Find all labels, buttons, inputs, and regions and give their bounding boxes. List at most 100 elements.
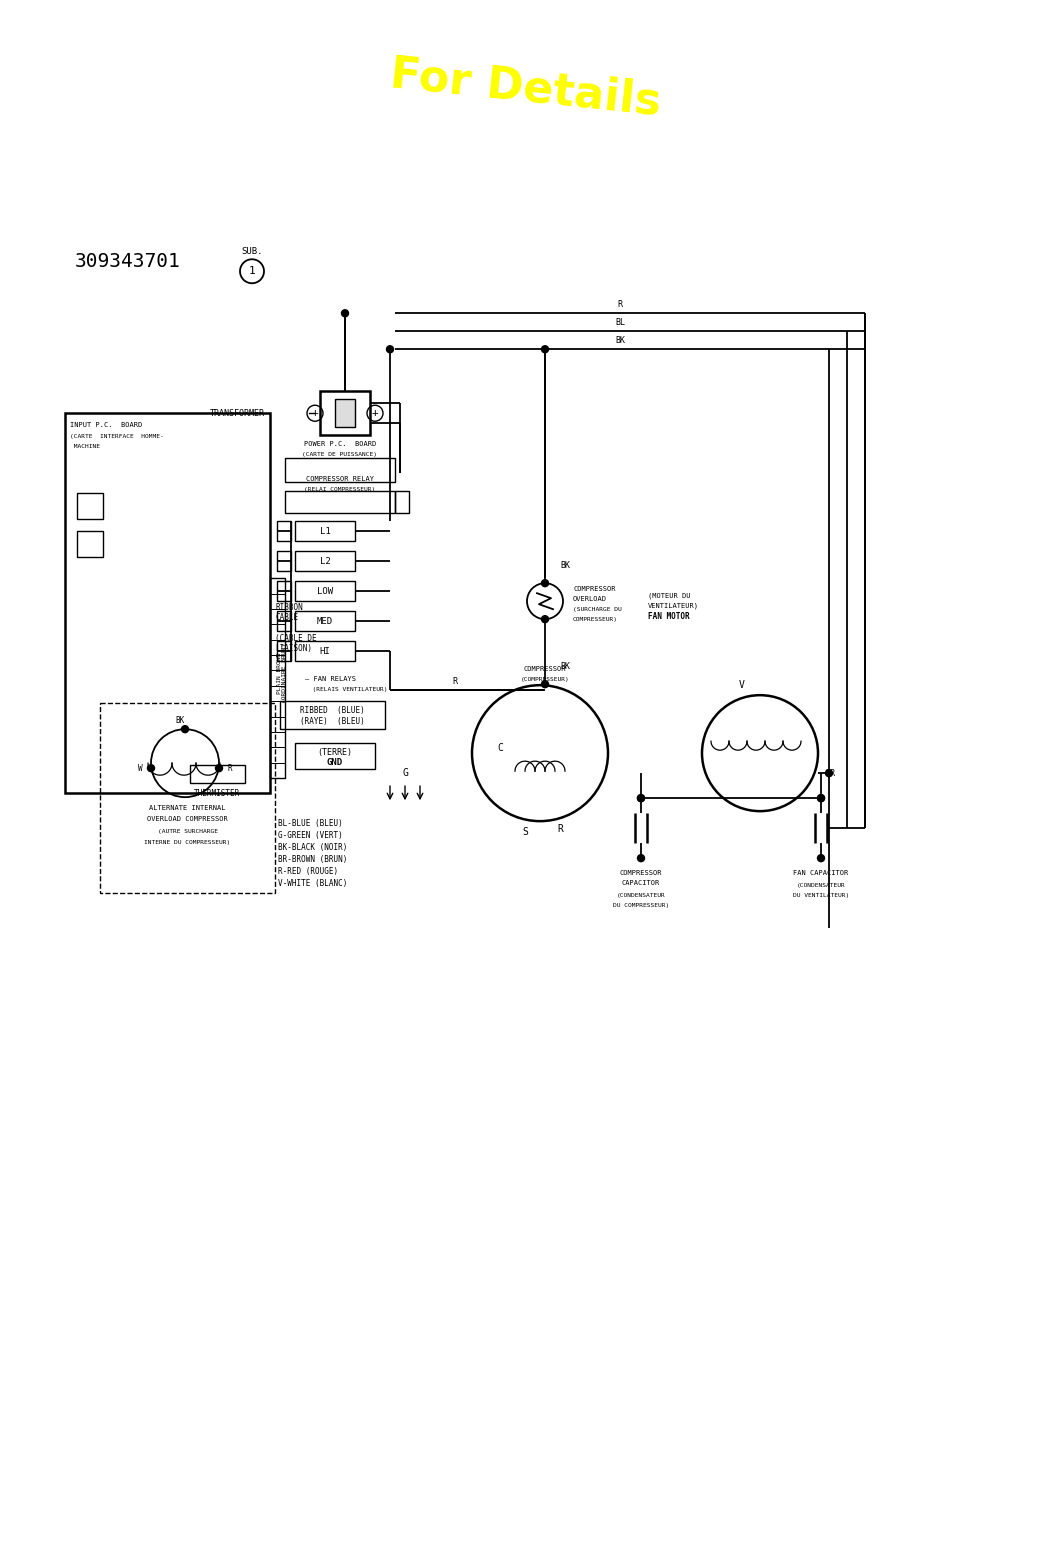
Text: R: R <box>558 824 563 833</box>
Text: V-WHITE (BLANC): V-WHITE (BLANC) <box>278 878 347 888</box>
Text: (CARTE  INTERFACE  HOMME-: (CARTE INTERFACE HOMME- <box>70 433 164 439</box>
Text: (SURCHARGE DU: (SURCHARGE DU <box>573 607 622 611</box>
Text: THERMISTER: THERMISTER <box>194 788 240 798</box>
Bar <box>295 611 355 632</box>
Text: COMPRESSEUR): COMPRESSEUR) <box>573 616 618 622</box>
Circle shape <box>216 765 223 771</box>
Bar <box>277 521 291 542</box>
Bar <box>394 492 409 514</box>
Circle shape <box>542 616 548 622</box>
Text: (RELAIS VENTILATEUR): (RELAIS VENTILATEUR) <box>305 686 387 692</box>
Bar <box>65 413 270 793</box>
Circle shape <box>638 795 645 802</box>
Bar <box>277 611 291 632</box>
Text: (AUTRE SURCHARGE: (AUTRE SURCHARGE <box>158 829 218 833</box>
Text: RIBBON
CABLE

(CABLE DE
LIAISON): RIBBON CABLE (CABLE DE LIAISON) <box>275 602 317 653</box>
Text: V: V <box>740 680 745 691</box>
Bar <box>295 743 375 770</box>
Text: (COMPRESSEUR): (COMPRESSEUR) <box>521 677 569 681</box>
Text: 309343701: 309343701 <box>75 251 181 270</box>
Text: S: S <box>522 827 528 837</box>
Text: (CONDENSATEUR: (CONDENSATEUR <box>616 892 665 897</box>
Text: BR-BROWN (BRUN): BR-BROWN (BRUN) <box>278 855 347 863</box>
Text: OVERLOAD COMPRESSOR: OVERLOAD COMPRESSOR <box>147 816 228 823</box>
Bar <box>277 551 291 571</box>
Text: DU VENTILATEUR): DU VENTILATEUR) <box>793 892 849 897</box>
Bar <box>295 580 355 601</box>
Text: PLAIN BROWN
(ORDINAIRE BRUN): PLAIN BROWN (ORDINAIRE BRUN) <box>277 643 287 703</box>
Text: +: + <box>311 408 319 417</box>
Circle shape <box>638 855 645 861</box>
Circle shape <box>638 795 645 802</box>
Text: BL: BL <box>615 318 625 327</box>
Text: RIBBED  (BLUE): RIBBED (BLUE) <box>300 706 364 714</box>
Text: 1: 1 <box>248 267 256 276</box>
Bar <box>277 641 291 661</box>
Text: L2: L2 <box>320 557 330 565</box>
Text: R: R <box>452 677 458 686</box>
Text: BK: BK <box>615 335 625 345</box>
Text: COMPRESSOR RELAY: COMPRESSOR RELAY <box>306 476 375 483</box>
Bar <box>285 458 394 483</box>
Circle shape <box>817 795 825 802</box>
Bar <box>280 702 385 729</box>
Circle shape <box>817 795 825 802</box>
Text: R: R <box>227 764 231 773</box>
Bar <box>320 391 370 435</box>
Circle shape <box>542 580 548 587</box>
Text: MED: MED <box>317 616 333 625</box>
Circle shape <box>542 681 548 688</box>
Text: BK: BK <box>560 560 570 570</box>
Text: COMPRESSOR: COMPRESSOR <box>524 666 566 672</box>
Text: CLICK HERE: CLICK HERE <box>457 19 595 53</box>
Circle shape <box>182 726 188 733</box>
Text: ALTERNATE INTERNAL: ALTERNATE INTERNAL <box>149 805 226 812</box>
Text: R-RED (ROUGE): R-RED (ROUGE) <box>278 866 338 875</box>
Text: BK: BK <box>176 715 184 725</box>
Bar <box>100 703 275 892</box>
Text: (CONDENSATEUR: (CONDENSATEUR <box>796 883 846 888</box>
Bar <box>77 531 103 557</box>
Text: R: R <box>618 300 623 309</box>
Text: (RAYE)  (BLEU): (RAYE) (BLEU) <box>300 717 364 726</box>
Bar <box>295 641 355 661</box>
Text: HI: HI <box>320 647 330 655</box>
Text: FAN MOTOR: FAN MOTOR <box>648 611 690 621</box>
Text: BL-BLUE (BLEU): BL-BLUE (BLEU) <box>278 818 343 827</box>
Text: G-GREEN (VERT): G-GREEN (VERT) <box>278 830 343 840</box>
Text: C: C <box>497 743 503 753</box>
Text: BK-BLACK (NOIR): BK-BLACK (NOIR) <box>278 843 347 852</box>
Circle shape <box>542 346 548 352</box>
Text: — FAN RELAYS: — FAN RELAYS <box>305 677 356 683</box>
Text: +: + <box>371 408 379 417</box>
Text: FAN CAPACITOR: FAN CAPACITOR <box>793 871 849 877</box>
Text: INPUT P.C.  BOARD: INPUT P.C. BOARD <box>70 422 142 428</box>
Text: W: W <box>139 764 143 773</box>
Bar <box>295 551 355 571</box>
Bar <box>285 492 394 514</box>
Bar <box>335 399 355 427</box>
Text: CAPACITOR: CAPACITOR <box>622 880 660 886</box>
Text: GND: GND <box>327 757 343 767</box>
Text: POWER P.C.  BOARD: POWER P.C. BOARD <box>304 441 377 447</box>
Text: DU COMPRESSEUR): DU COMPRESSEUR) <box>613 903 669 908</box>
Circle shape <box>817 855 825 861</box>
Text: BR: BR <box>825 768 835 778</box>
Text: For Details: For Details <box>388 53 664 124</box>
Circle shape <box>386 346 393 352</box>
Bar <box>277 580 291 601</box>
Text: (TERRE): (TERRE) <box>318 748 352 757</box>
Text: COMPRESSOR: COMPRESSOR <box>620 871 663 877</box>
Text: OVERLOAD: OVERLOAD <box>573 596 607 602</box>
Text: BK: BK <box>560 661 570 670</box>
Bar <box>270 579 285 778</box>
Text: L1: L1 <box>320 526 330 535</box>
Bar <box>77 494 103 520</box>
Circle shape <box>342 310 348 317</box>
Text: G: G <box>402 768 408 778</box>
Text: MACHINE: MACHINE <box>70 444 100 449</box>
Bar <box>190 765 245 784</box>
Text: (CARTE DE PUISSANCE): (CARTE DE PUISSANCE) <box>303 452 378 456</box>
Circle shape <box>147 765 155 771</box>
Text: LOW: LOW <box>317 587 333 596</box>
